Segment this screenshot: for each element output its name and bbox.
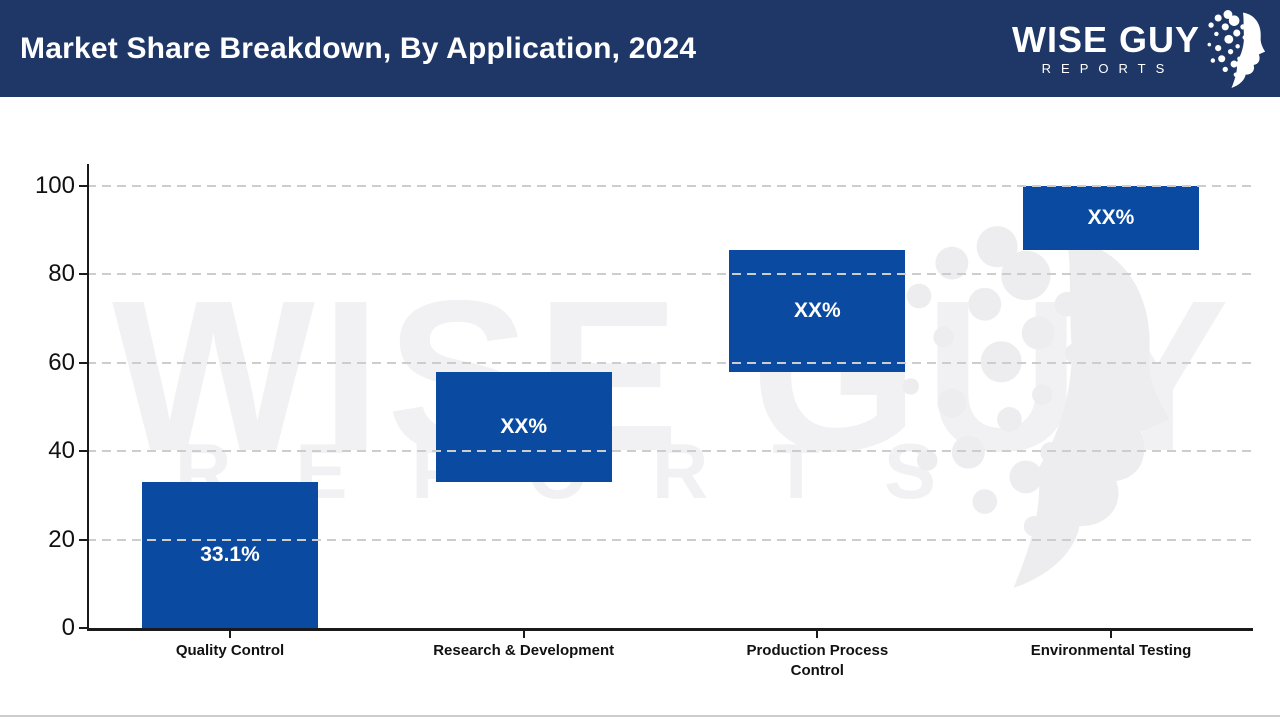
bar-segment	[729, 250, 906, 372]
xtick-mark-0	[229, 630, 231, 638]
ytick-mark-100	[79, 185, 87, 187]
bar-value-label: 33.1%	[200, 542, 260, 566]
logo-reports-label: REPORTS	[1041, 60, 1175, 76]
bottom-divider	[0, 715, 1280, 717]
gridline-y40	[87, 450, 1253, 453]
ytick-mark-60	[79, 361, 87, 364]
bar-segment	[142, 481, 318, 628]
gridline-y20	[87, 538, 1253, 541]
ytick-label-60: 60	[48, 348, 75, 376]
category-label: Production Process Control	[746, 642, 889, 679]
category-label: Environmental Testing	[1030, 642, 1192, 659]
ytick-label-20: 20	[48, 525, 75, 553]
bar-value-label: XX%	[500, 414, 547, 438]
bar-value-label: XX%	[1087, 206, 1135, 230]
logo-wiseguy-label: WISE GUY	[1011, 18, 1200, 60]
page-title: Market Share Breakdown, By Application, …	[20, 31, 697, 65]
wiseguy-logo-text: WISE GUY REPORTS	[1011, 18, 1200, 76]
xtick-mark-2	[816, 630, 819, 638]
gridline-y100	[87, 185, 1253, 187]
bar-segment	[435, 371, 612, 482]
ytick-label-0: 0	[61, 614, 75, 641]
bar-segment	[1023, 186, 1199, 251]
bar-value-label: XX%	[793, 298, 841, 322]
y-axis-line	[87, 164, 89, 631]
wiseguy-head-logo-icon	[1207, 9, 1266, 88]
wiseguy-head-watermark-icon	[902, 226, 1170, 588]
gridline-y80	[87, 273, 1253, 276]
header-bar: Market Share Breakdown, By Application, …	[0, 0, 1280, 97]
gridline-y60	[87, 361, 1253, 364]
ytick-label-100: 100	[34, 172, 75, 199]
wiseguy-logo: WISE GUY REPORTS	[1012, 9, 1266, 89]
ytick-mark-20	[79, 538, 87, 541]
ytick-mark-0	[79, 627, 87, 629]
xtick-mark-3	[1110, 630, 1112, 638]
ytick-label-40: 40	[48, 437, 75, 465]
ytick-label-80: 80	[48, 260, 75, 288]
ytick-mark-40	[79, 450, 87, 453]
ytick-mark-80	[79, 273, 87, 276]
category-label: Quality Control	[175, 642, 285, 659]
x-axis-line	[87, 628, 1253, 631]
xtick-mark-1	[522, 630, 525, 638]
category-label: Research & Development	[433, 642, 615, 659]
